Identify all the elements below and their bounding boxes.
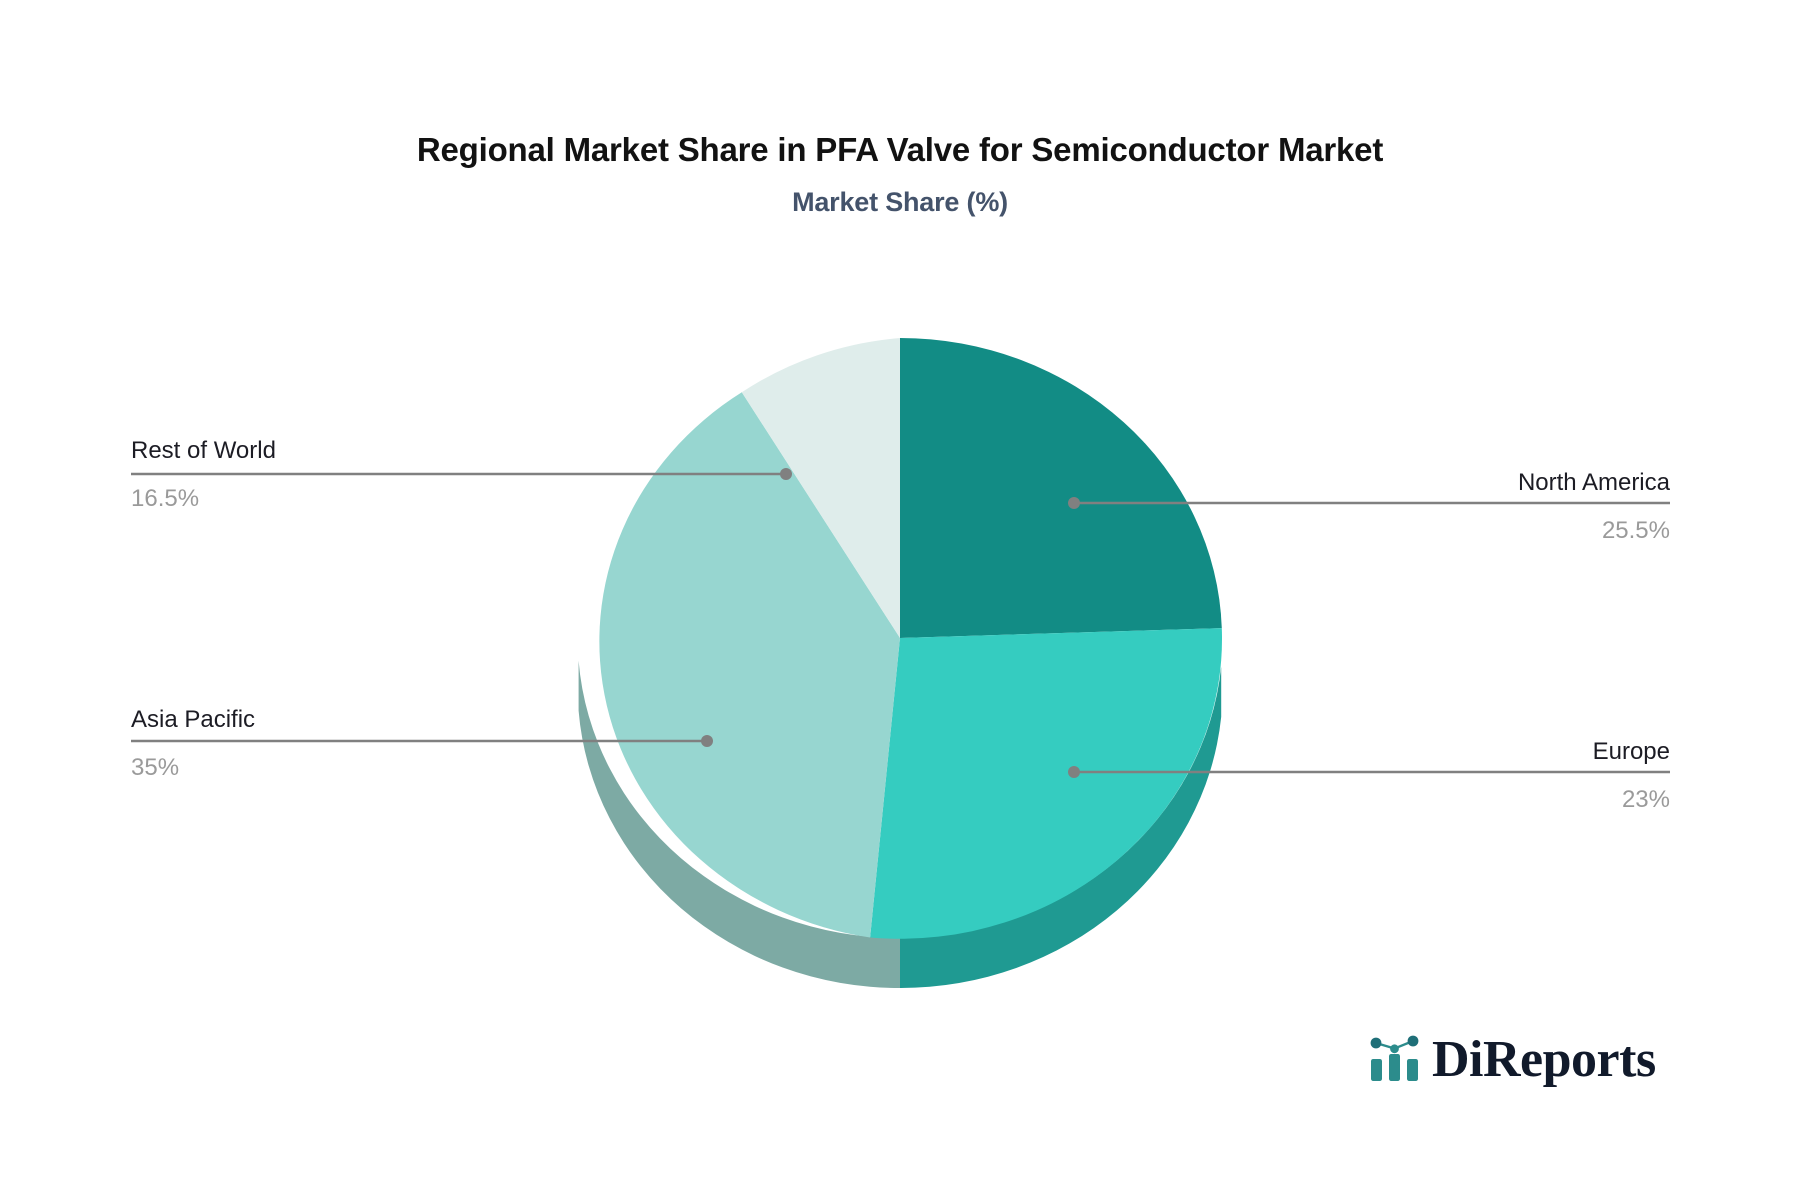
pie-slice-rest-of-world[interactable] [741,338,900,638]
pie-leader-lines [131,468,1670,778]
pie-slice-north-america[interactable] [900,338,1222,638]
pie-depth-walls [578,660,1222,989]
callout-rule-spacer [131,735,431,753]
leader-dot-north-america [1068,497,1080,509]
pie-wall-asia-pacific [578,660,900,989]
chart-subtitle: Market Share (%) [792,187,1008,217]
leader-dot-europe [1068,766,1080,778]
callout-rule-spacer [1200,498,1670,516]
callout-europe: Europe 23% [1200,737,1670,815]
callout-asia-pacific: Asia Pacific 35% [131,705,431,783]
bar-chart-icon [1368,1032,1422,1087]
leader-dot-rest-of-world [780,468,792,480]
callout-rule-spacer [1200,767,1670,785]
callout-value-north-america: 25.5% [1601,517,1670,544]
callout-north-america: North America 25.5% [1200,468,1670,546]
logo-wordmark: DiReports [1432,1030,1656,1088]
pie-top-face [599,338,1223,939]
callout-rest-of-world: Rest of World 16.5% [131,436,431,514]
direports-logo: DiReports [1368,1032,1656,1087]
pie-wall-europe [900,666,1222,989]
callout-rule-spacer [131,466,431,484]
callout-value-asia-pacific: 35% [131,754,180,781]
callout-value-europe: 23% [1621,786,1670,813]
callout-label-north-america: North America [1517,469,1670,496]
callout-value-rest-of-world: 16.5% [131,485,200,512]
callout-label-europe: Europe [1592,738,1670,765]
pie-slice-asia-pacific[interactable] [599,392,900,938]
callout-label-rest-of-world: Rest of World [131,437,276,464]
callout-label-asia-pacific: Asia Pacific [131,706,256,733]
pie-slice-europe[interactable] [870,628,1223,939]
leader-dot-asia-pacific [701,735,713,747]
chart-title: Regional Market Share in PFA Valve for S… [416,131,1384,168]
